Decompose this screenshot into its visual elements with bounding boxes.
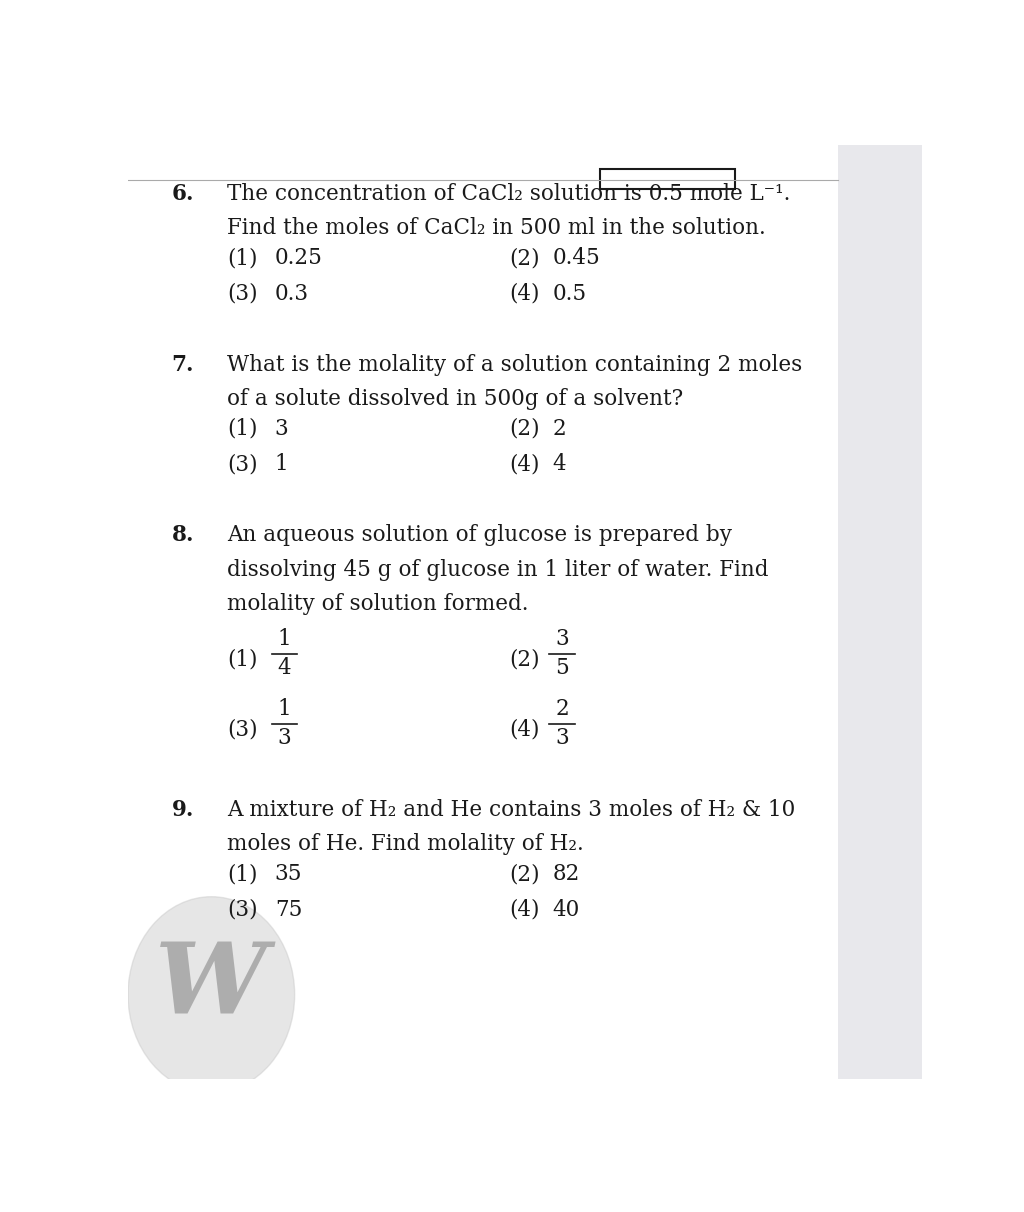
Text: (1): (1): [227, 247, 258, 269]
Text: W: W: [156, 937, 267, 1034]
Text: 6.: 6.: [172, 183, 195, 205]
Text: (2): (2): [509, 418, 540, 440]
Text: (1): (1): [227, 648, 258, 670]
Text: 0.45: 0.45: [553, 247, 600, 269]
Text: (2): (2): [509, 247, 540, 269]
Text: (3): (3): [227, 898, 258, 921]
Text: 75: 75: [274, 898, 302, 921]
Text: (3): (3): [227, 453, 258, 475]
Text: 2: 2: [553, 418, 566, 440]
Text: of a solute dissolved in 500g of a solvent?: of a solute dissolved in 500g of a solve…: [227, 388, 683, 410]
Text: 3: 3: [274, 418, 289, 440]
Text: (4): (4): [509, 898, 540, 921]
Text: (3): (3): [227, 719, 258, 741]
Text: 35: 35: [274, 863, 302, 885]
Text: (1): (1): [227, 863, 258, 885]
Text: 1: 1: [274, 453, 289, 475]
Text: 9.: 9.: [172, 799, 194, 821]
Text: 3: 3: [555, 727, 569, 749]
Text: (4): (4): [509, 282, 540, 304]
Text: 4: 4: [553, 453, 566, 475]
Bar: [600, 168, 735, 189]
Text: (4): (4): [509, 453, 540, 475]
Text: 0.3: 0.3: [274, 282, 309, 304]
Text: dissolving 45 g of glucose in 1 liter of water. Find: dissolving 45 g of glucose in 1 liter of…: [227, 559, 769, 581]
Text: (3): (3): [227, 282, 258, 304]
Text: What is the molality of a solution containing 2 moles: What is the molality of a solution conta…: [227, 354, 803, 376]
Text: 3: 3: [278, 727, 291, 749]
Text: 7.: 7.: [172, 354, 195, 376]
Text: 0.5: 0.5: [553, 282, 587, 304]
Text: (1): (1): [227, 418, 258, 440]
Bar: [839, 145, 922, 1079]
Text: 82: 82: [553, 863, 580, 885]
Text: The concentration of CaCl₂ solution is 0.5 mole L⁻¹.: The concentration of CaCl₂ solution is 0…: [227, 183, 791, 205]
Text: (2): (2): [509, 863, 540, 885]
Text: (2): (2): [509, 648, 540, 670]
Text: 2: 2: [555, 698, 569, 720]
Circle shape: [128, 897, 295, 1093]
Text: 1: 1: [278, 698, 291, 720]
Text: 3: 3: [555, 628, 569, 650]
Text: 0.25: 0.25: [274, 247, 323, 269]
Text: Find the moles of CaCl₂ in 500 ml in the solution.: Find the moles of CaCl₂ in 500 ml in the…: [227, 217, 766, 239]
Text: 8.: 8.: [172, 525, 195, 547]
Text: moles of He. Find molality of H₂.: moles of He. Find molality of H₂.: [227, 833, 584, 856]
Text: 40: 40: [553, 898, 580, 921]
Text: molality of solution formed.: molality of solution formed.: [227, 594, 528, 616]
Text: An aqueous solution of glucose is prepared by: An aqueous solution of glucose is prepar…: [227, 525, 732, 547]
Text: 4: 4: [278, 657, 291, 679]
Text: (4): (4): [509, 719, 540, 741]
Text: 5: 5: [555, 657, 569, 679]
Text: A mixture of H₂ and He contains 3 moles of H₂ & 10: A mixture of H₂ and He contains 3 moles …: [227, 799, 796, 821]
Text: 1: 1: [278, 628, 291, 650]
